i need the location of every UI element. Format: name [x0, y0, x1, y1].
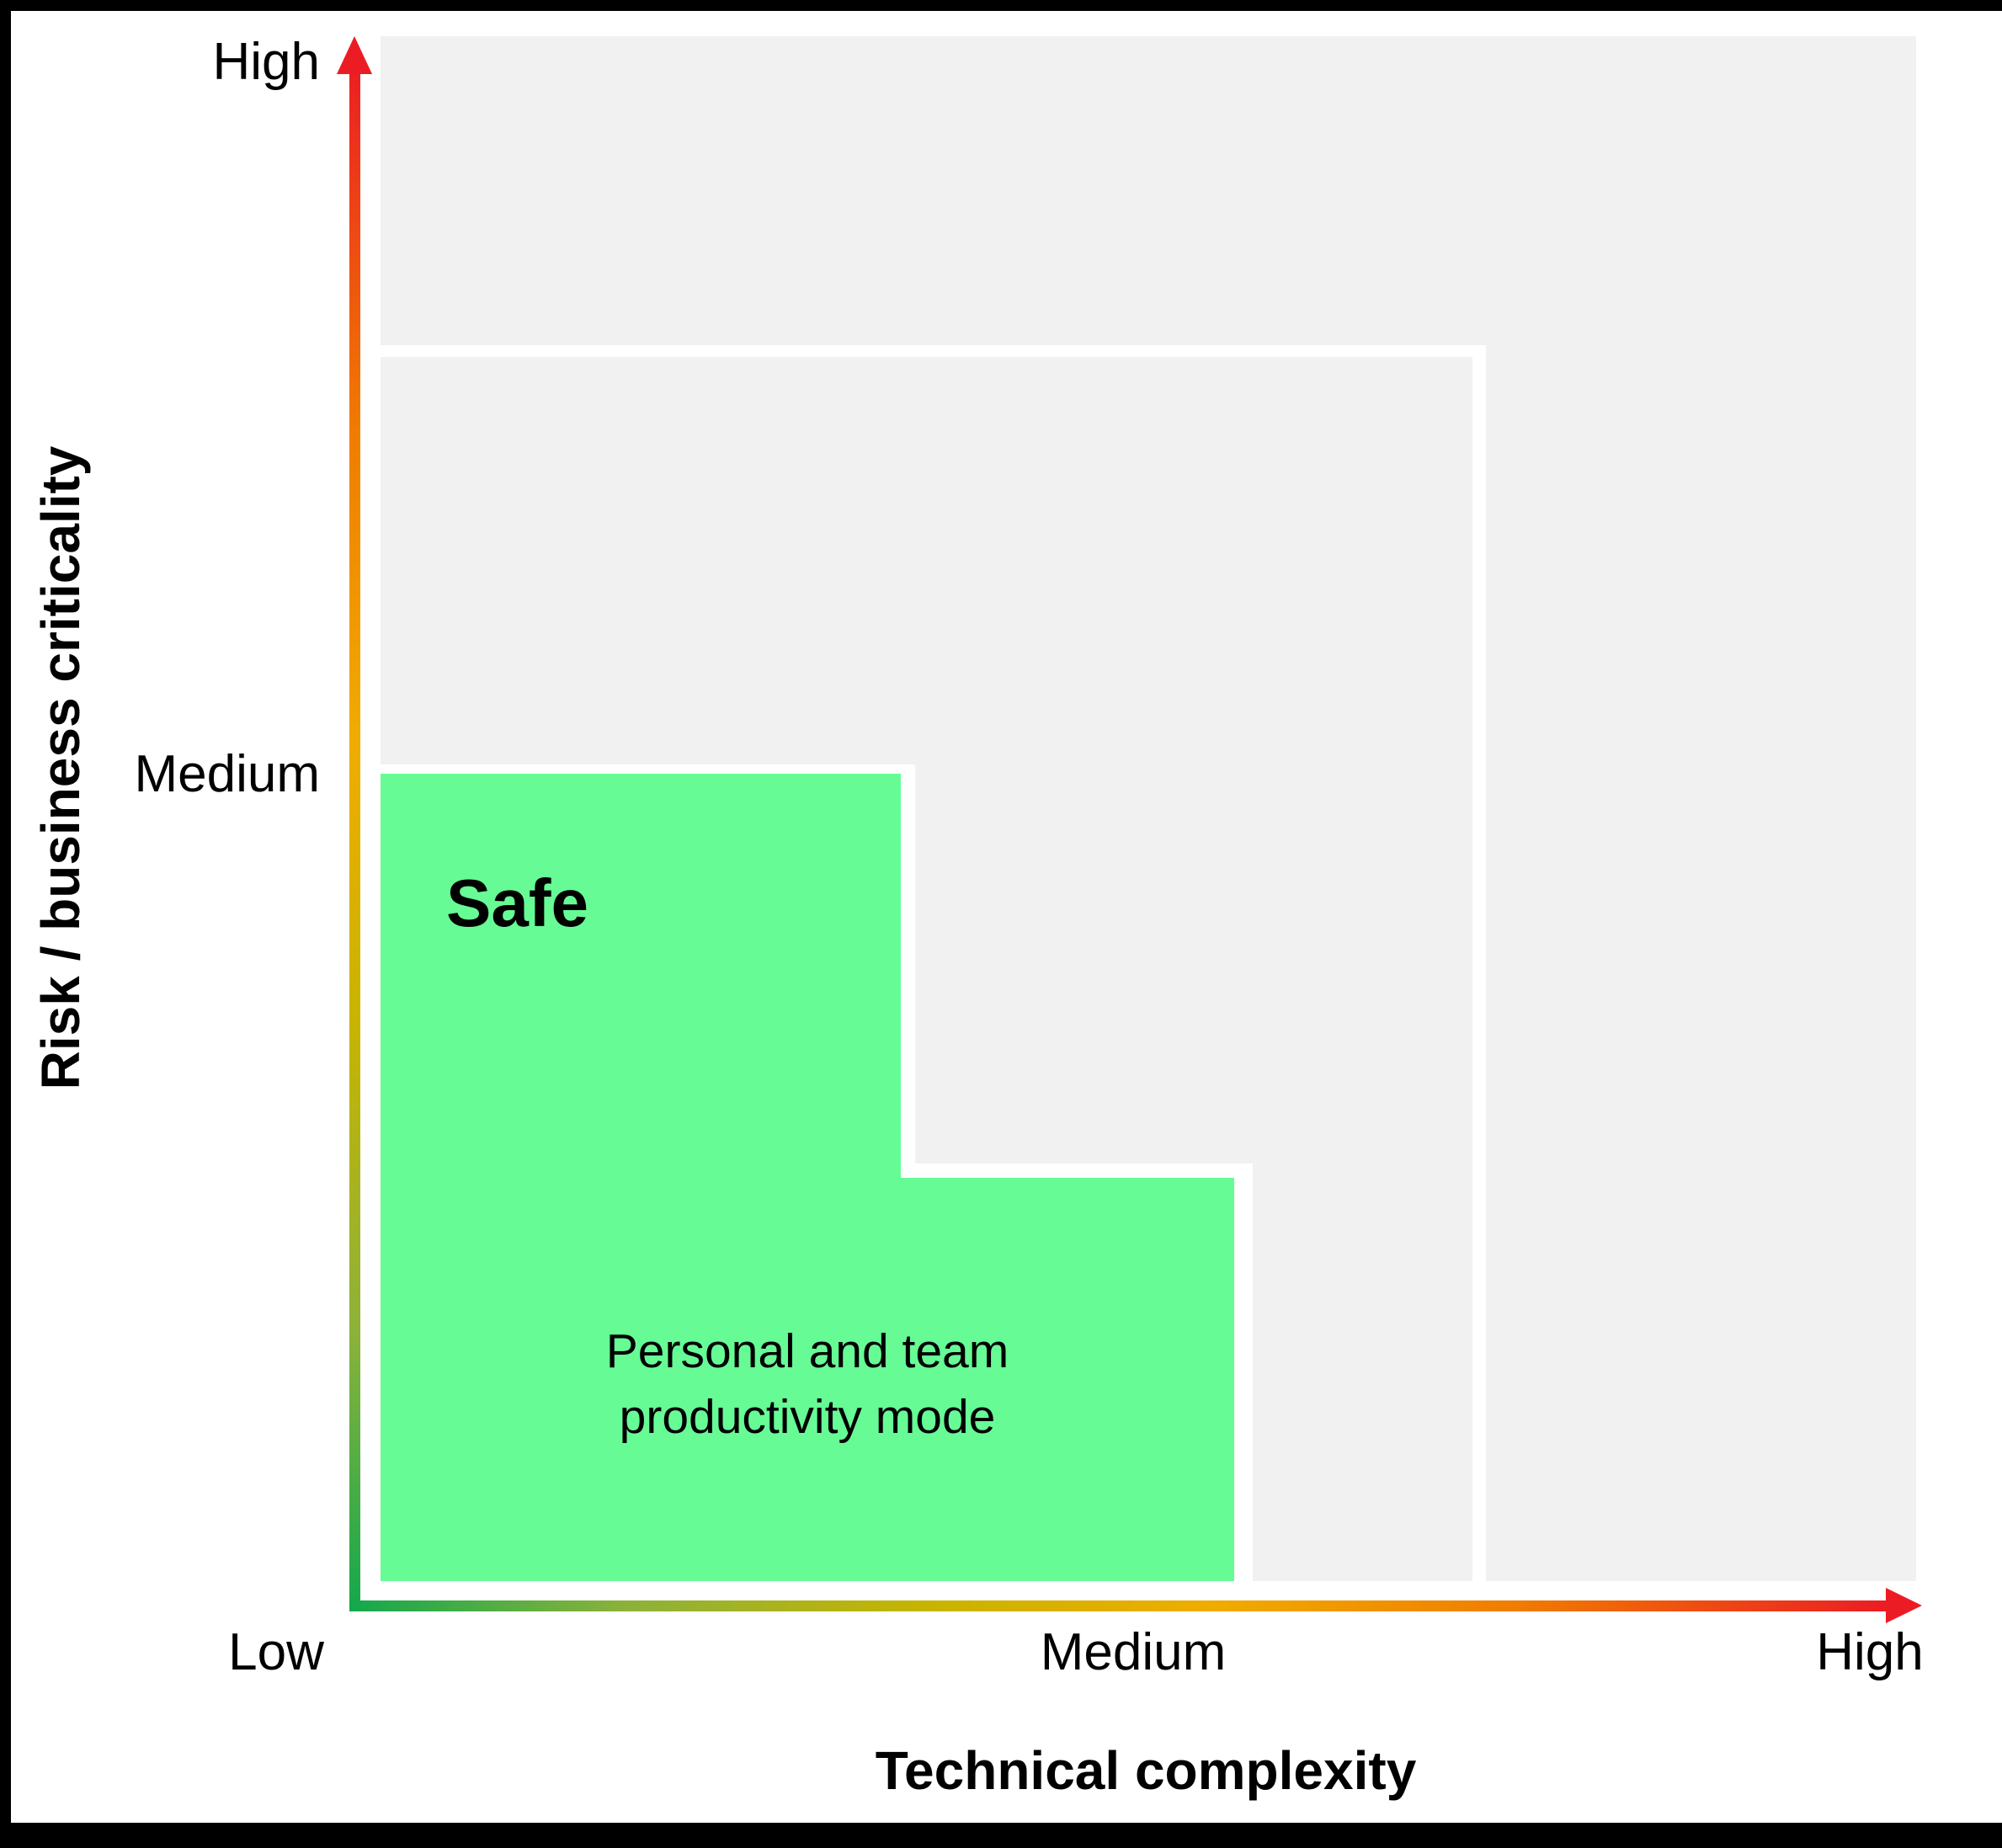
y-tick-high: High — [212, 33, 320, 91]
safe-zone-annotation: Personal and team productivity mode — [606, 1318, 1009, 1450]
x-axis-title: Technical complexity — [875, 1740, 1417, 1801]
x-axis-arrowhead-icon — [1886, 1588, 1922, 1623]
x-tick-medium: Medium — [1040, 1623, 1227, 1681]
y-axis-arrowhead-icon — [337, 36, 372, 74]
safe-zone-annotation-line2: productivity mode — [619, 1390, 996, 1444]
x-tick-high: High — [1816, 1623, 1924, 1681]
y-axis-line — [349, 59, 360, 1611]
safe-zone-upper — [381, 774, 901, 1178]
x-tick-low: Low — [228, 1623, 324, 1681]
frame-border-left — [0, 0, 11, 1848]
y-tick-medium: Medium — [134, 745, 320, 803]
frame-border-bottom — [0, 1823, 2002, 1848]
x-axis-line — [349, 1600, 1888, 1611]
safe-zone-lower — [381, 1178, 1234, 1581]
safe-zone-label: Safe — [446, 865, 588, 940]
safe-zone-annotation-line1: Personal and team — [605, 1324, 1009, 1378]
frame-border-top — [0, 0, 2002, 11]
y-axis-title: Risk / business criticality — [30, 445, 91, 1090]
